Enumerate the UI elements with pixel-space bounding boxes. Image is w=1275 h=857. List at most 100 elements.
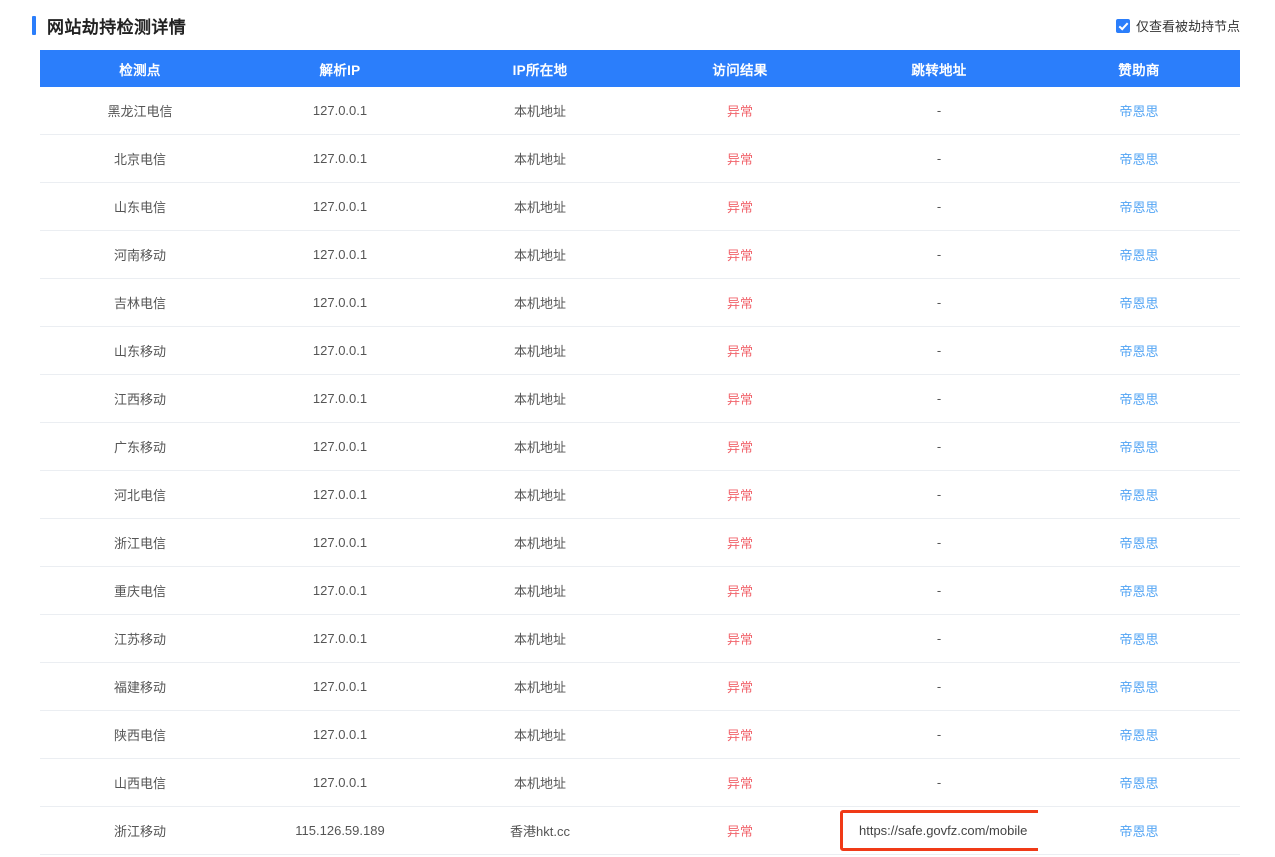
cell-ip-location: 本机地址 — [440, 710, 640, 759]
cell-resolved-ip-text: 127.0.0.1 — [312, 583, 368, 598]
cell-node: 河北电信 — [40, 470, 240, 519]
detection-table: 检测点 解析IP IP所在地 访问结果 跳转地址 赞助商 黑龙江电信 127.0.… — [40, 50, 1240, 855]
cell-redirect-url: - — [840, 326, 1038, 375]
cell-redirect-url: - — [840, 662, 1038, 711]
cell-sponsor-text[interactable]: 帝恩思 — [1119, 152, 1159, 167]
cell-sponsor[interactable]: 帝恩思 — [1038, 566, 1240, 615]
column-header-node[interactable]: 检测点 — [40, 50, 240, 87]
cell-sponsor[interactable]: 帝恩思 — [1038, 758, 1240, 807]
cell-sponsor[interactable]: 帝恩思 — [1038, 518, 1240, 567]
cell-sponsor-text[interactable]: 帝恩思 — [1119, 392, 1159, 407]
cell-resolved-ip: 127.0.0.1 — [240, 230, 440, 279]
cell-sponsor[interactable]: 帝恩思 — [1038, 182, 1240, 231]
cell-resolved-ip: 127.0.0.1 — [240, 614, 440, 663]
cell-sponsor[interactable]: 帝恩思 — [1038, 134, 1240, 183]
cell-redirect-url-text: - — [936, 727, 942, 742]
hijacked-only-filter[interactable]: 仅查看被劫持节点 — [1115, 16, 1240, 35]
cell-sponsor[interactable]: 帝恩思 — [1038, 230, 1240, 279]
table-row: 河北电信 127.0.0.1 本机地址 异常 - 帝恩思 — [40, 470, 1240, 519]
cell-redirect-url-text: - — [936, 343, 942, 358]
cell-access-result-text: 异常 — [726, 824, 753, 839]
cell-sponsor-text[interactable]: 帝恩思 — [1119, 296, 1159, 311]
page-title-wrap: 网站劫持检测详情 — [32, 13, 186, 38]
column-header-ip-location[interactable]: IP所在地 — [440, 50, 640, 87]
cell-ip-location: 本机地址 — [440, 566, 640, 615]
cell-redirect-url-text: - — [936, 439, 942, 454]
cell-sponsor[interactable]: 帝恩思 — [1038, 710, 1240, 759]
cell-sponsor-text[interactable]: 帝恩思 — [1119, 824, 1159, 839]
cell-node-text: 广东移动 — [113, 440, 166, 455]
cell-ip-location-text: 本机地址 — [513, 488, 566, 503]
redirect-url-highlight[interactable]: https://safe.govfz.com/mobile — [840, 810, 1038, 851]
cell-sponsor-text[interactable]: 帝恩思 — [1119, 632, 1159, 647]
cell-ip-location-text: 本机地址 — [513, 536, 566, 551]
column-header-resolved-ip[interactable]: 解析IP — [240, 50, 440, 87]
cell-sponsor[interactable]: 帝恩思 — [1038, 422, 1240, 471]
cell-sponsor[interactable]: 帝恩思 — [1038, 806, 1240, 855]
cell-sponsor-text[interactable]: 帝恩思 — [1119, 776, 1159, 791]
cell-sponsor[interactable]: 帝恩思 — [1038, 470, 1240, 519]
cell-resolved-ip-text: 127.0.0.1 — [312, 295, 368, 310]
cell-ip-location: 本机地址 — [440, 662, 640, 711]
cell-resolved-ip-text: 127.0.0.1 — [312, 775, 368, 790]
cell-node: 浙江电信 — [40, 518, 240, 567]
cell-access-result-text: 异常 — [726, 488, 753, 503]
cell-ip-location-text: 香港hkt.cc — [510, 824, 570, 839]
cell-node: 福建移动 — [40, 662, 240, 711]
cell-sponsor-text[interactable]: 帝恩思 — [1119, 440, 1159, 455]
cell-ip-location: 本机地址 — [440, 182, 640, 231]
cell-ip-location: 本机地址 — [440, 470, 640, 519]
cell-sponsor[interactable]: 帝恩思 — [1038, 662, 1240, 711]
cell-sponsor-text[interactable]: 帝恩思 — [1119, 728, 1159, 743]
cell-sponsor-text[interactable]: 帝恩思 — [1119, 104, 1159, 119]
cell-access-result-text: 异常 — [726, 200, 753, 215]
cell-sponsor[interactable]: 帝恩思 — [1038, 326, 1240, 375]
cell-redirect-url[interactable]: https://safe.govfz.com/mobile — [840, 806, 1038, 855]
cell-resolved-ip-text: 127.0.0.1 — [312, 487, 368, 502]
cell-access-result-text: 异常 — [726, 392, 753, 407]
cell-access-result: 异常 — [640, 806, 840, 855]
cell-resolved-ip: 127.0.0.1 — [240, 134, 440, 183]
cell-node-text: 山西电信 — [113, 776, 166, 791]
column-header-sponsor[interactable]: 赞助商 — [1038, 50, 1240, 87]
cell-redirect-url: - — [840, 278, 1038, 327]
cell-sponsor-text[interactable]: 帝恩思 — [1119, 248, 1159, 263]
cell-sponsor[interactable]: 帝恩思 — [1038, 278, 1240, 327]
cell-access-result: 异常 — [640, 230, 840, 279]
cell-access-result: 异常 — [640, 470, 840, 519]
cell-resolved-ip: 127.0.0.1 — [240, 710, 440, 759]
cell-sponsor[interactable]: 帝恩思 — [1038, 374, 1240, 423]
cell-node: 山东移动 — [40, 326, 240, 375]
cell-access-result: 异常 — [640, 134, 840, 183]
table-row: 山东移动 127.0.0.1 本机地址 异常 - 帝恩思 — [40, 326, 1240, 375]
cell-redirect-url-text: - — [936, 487, 942, 502]
column-header-access-result[interactable]: 访问结果 — [640, 50, 840, 87]
cell-node: 黑龙江电信 — [40, 87, 240, 135]
cell-sponsor-text[interactable]: 帝恩思 — [1119, 584, 1159, 599]
cell-ip-location-text: 本机地址 — [513, 200, 566, 215]
cell-sponsor-text[interactable]: 帝恩思 — [1119, 536, 1159, 551]
cell-redirect-url: - — [840, 374, 1038, 423]
table-row: 北京电信 127.0.0.1 本机地址 异常 - 帝恩思 — [40, 134, 1240, 183]
cell-resolved-ip-text: 127.0.0.1 — [312, 343, 368, 358]
hijacked-only-checkbox[interactable] — [1115, 18, 1130, 33]
cell-node-text: 山东电信 — [113, 200, 166, 215]
cell-access-result: 异常 — [640, 710, 840, 759]
cell-resolved-ip-text: 127.0.0.1 — [312, 439, 368, 454]
cell-resolved-ip: 127.0.0.1 — [240, 326, 440, 375]
column-header-redirect-url[interactable]: 跳转地址 — [840, 50, 1038, 87]
table-row: 陕西电信 127.0.0.1 本机地址 异常 - 帝恩思 — [40, 710, 1240, 759]
cell-node: 江西移动 — [40, 374, 240, 423]
cell-sponsor[interactable]: 帝恩思 — [1038, 614, 1240, 663]
cell-redirect-url-text: - — [936, 151, 942, 166]
cell-node: 广东移动 — [40, 422, 240, 471]
cell-access-result-text: 异常 — [726, 584, 753, 599]
cell-access-result-text: 异常 — [726, 152, 753, 167]
cell-sponsor-text[interactable]: 帝恩思 — [1119, 680, 1159, 695]
cell-sponsor-text[interactable]: 帝恩思 — [1119, 344, 1159, 359]
cell-sponsor-text[interactable]: 帝恩思 — [1119, 488, 1159, 503]
cell-sponsor[interactable]: 帝恩思 — [1038, 87, 1240, 135]
cell-node-text: 山东移动 — [113, 344, 166, 359]
cell-node: 吉林电信 — [40, 278, 240, 327]
cell-sponsor-text[interactable]: 帝恩思 — [1119, 200, 1159, 215]
